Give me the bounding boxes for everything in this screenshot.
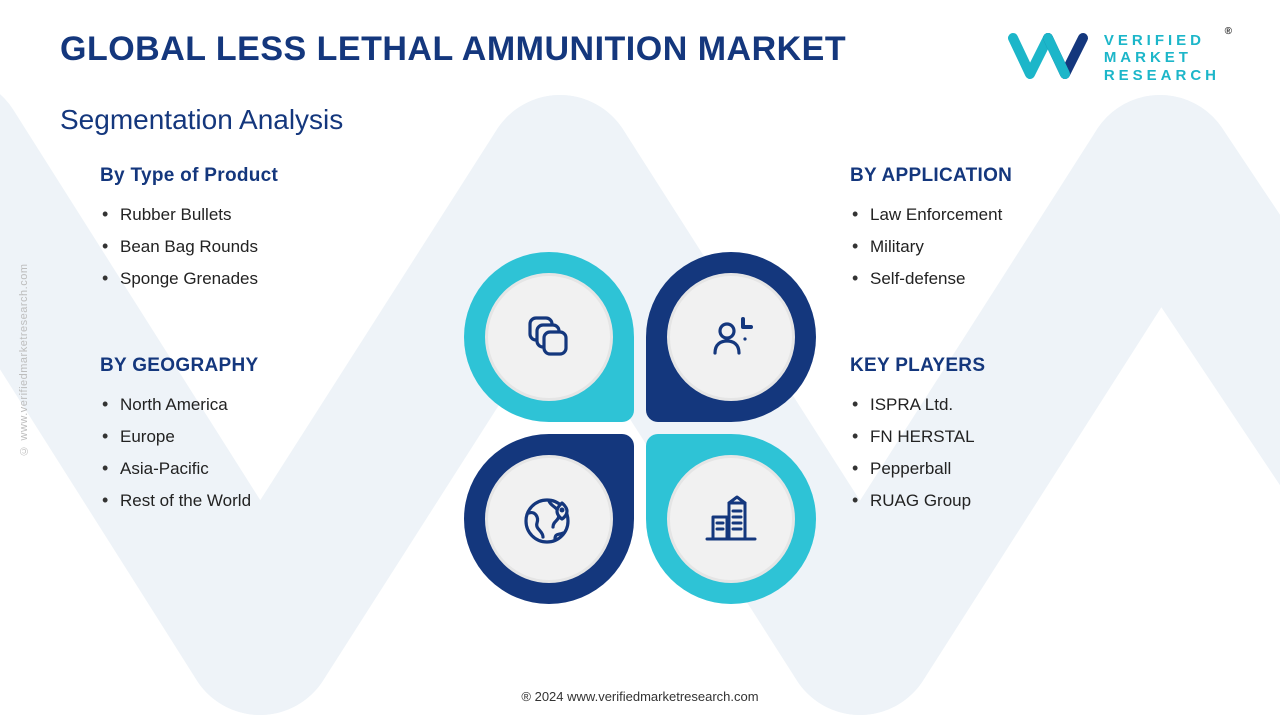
content-grid: By Type of Product Rubber Bullets Bean B… [60, 165, 1220, 660]
list-item: FN HERSTAL [850, 421, 1220, 453]
list-item: Rest of the World [100, 485, 460, 517]
registered-mark: ® [1225, 26, 1232, 38]
vmr-logo-text: VERIFIED MARKET RESEARCH ® [1104, 32, 1220, 84]
geography-icon [519, 489, 579, 549]
page-title: GLOBAL LESS LETHAL AMMUNITION MARKET [60, 30, 846, 69]
segment-geography: BY GEOGRAPHY North America Europe Asia-P… [100, 355, 460, 517]
header: GLOBAL LESS LETHAL AMMUNITION MARKET VER… [60, 30, 1220, 86]
logo-line-1: VERIFIED [1104, 32, 1220, 49]
vmr-logo-mark [1008, 30, 1094, 86]
list-item: Asia-Pacific [100, 453, 460, 485]
petal-application [646, 252, 816, 422]
footer-copyright: ® 2024 www.verifiedmarketresearch.com [0, 689, 1280, 704]
petal-players [646, 434, 816, 604]
subtitle: Segmentation Analysis [60, 104, 343, 136]
list-item: ISPRA Ltd. [850, 389, 1220, 421]
list-item: Pepperball [850, 453, 1220, 485]
segment-players-title: KEY PLAYERS [850, 355, 1220, 377]
product-icon [522, 310, 576, 364]
list-item: Rubber Bullets [100, 199, 460, 231]
petal-inner [485, 455, 613, 583]
list-item: Military [850, 231, 1220, 263]
segment-product-title: By Type of Product [100, 165, 460, 187]
petal-product [464, 252, 634, 422]
list-item: Self-defense [850, 263, 1220, 295]
list-item: Law Enforcement [850, 199, 1220, 231]
segment-players: KEY PLAYERS ISPRA Ltd. FN HERSTAL Pepper… [850, 355, 1220, 517]
list-item: Bean Bag Rounds [100, 231, 460, 263]
list-item: Europe [100, 421, 460, 453]
list-item: North America [100, 389, 460, 421]
list-item: RUAG Group [850, 485, 1220, 517]
logo-line-2: MARKET [1104, 49, 1220, 66]
players-icon [701, 489, 761, 549]
petal-inner [667, 273, 795, 401]
segment-players-list: ISPRA Ltd. FN HERSTAL Pepperball RUAG Gr… [850, 389, 1220, 517]
vmr-logo: VERIFIED MARKET RESEARCH ® [1008, 30, 1220, 86]
segment-product: By Type of Product Rubber Bullets Bean B… [100, 165, 460, 295]
side-watermark: © www.verifiedmarketresearch.com [18, 263, 30, 456]
segment-product-list: Rubber Bullets Bean Bag Rounds Sponge Gr… [100, 199, 460, 295]
petal-diagram [460, 248, 820, 608]
segment-application-title: BY APPLICATION [850, 165, 1220, 187]
segment-geography-title: BY GEOGRAPHY [100, 355, 460, 377]
application-icon [703, 309, 759, 365]
segment-application-list: Law Enforcement Military Self-defense [850, 199, 1220, 295]
petal-geography [464, 434, 634, 604]
petal-inner [485, 273, 613, 401]
list-item: Sponge Grenades [100, 263, 460, 295]
right-column: BY APPLICATION Law Enforcement Military … [820, 165, 1220, 517]
segment-application: BY APPLICATION Law Enforcement Military … [850, 165, 1220, 295]
logo-line-3: RESEARCH [1104, 67, 1220, 84]
petal-inner [667, 455, 795, 583]
segment-geography-list: North America Europe Asia-Pacific Rest o… [100, 389, 460, 517]
left-column: By Type of Product Rubber Bullets Bean B… [60, 165, 460, 517]
